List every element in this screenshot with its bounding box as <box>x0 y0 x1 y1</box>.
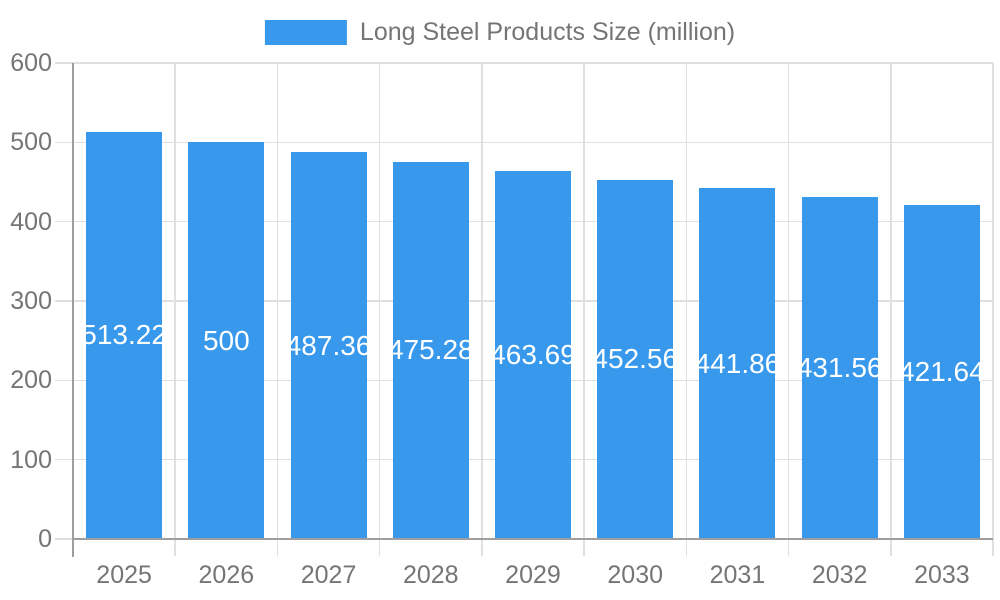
y-axis-label: 500 <box>10 128 52 157</box>
x-axis-label: 2032 <box>811 561 868 589</box>
bar-2025[interactable]: 513.22 <box>81 131 167 539</box>
bar-value-label: 452.56 <box>592 343 679 375</box>
bar-value-label: 463.69 <box>490 339 576 371</box>
x-axis-line <box>73 538 993 540</box>
legend[interactable]: Long Steel Products Size (million) <box>264 18 736 47</box>
gridline-vertical <box>481 63 483 556</box>
bar-2030[interactable]: 452.56 <box>592 179 678 539</box>
bar-2033[interactable]: 421.64 <box>899 204 985 539</box>
gridline-vertical <box>685 63 688 556</box>
bar-2029[interactable]: 463.69 <box>490 171 576 539</box>
bar-value-label: 475.28 <box>387 334 474 366</box>
legend-label: Long Steel Products Size (million) <box>359 18 736 46</box>
bar-2031[interactable]: 441.86 <box>695 188 780 539</box>
plot-area: 0 100 200 300 400 500 600 513.22 2025 500 2026 487.… <box>10 50 994 589</box>
gridline-vertical <box>992 63 994 556</box>
y-axis-tick <box>55 538 73 540</box>
y-axis-label: 100 <box>10 445 52 474</box>
x-axis-label: 2028 <box>402 561 459 589</box>
x-axis-label: 2033 <box>914 561 970 589</box>
y-axis-label: 600 <box>10 49 52 77</box>
gridline-vertical <box>174 63 176 556</box>
bar-2032[interactable]: 431.56 <box>797 196 882 539</box>
gridline-vertical <box>276 63 279 556</box>
bar-value-label: 513.22 <box>81 319 167 351</box>
x-axis-label: 2029 <box>505 561 561 589</box>
gridline-horizontal <box>55 62 993 64</box>
bar-value-label: 421.64 <box>899 355 985 387</box>
x-axis-label: 2031 <box>709 561 766 589</box>
x-axis-label: 2027 <box>300 561 357 589</box>
bar-value-label: 441.86 <box>694 347 781 379</box>
bar-value-label: 500 <box>202 324 250 356</box>
gridline-vertical <box>378 63 381 556</box>
gridline-vertical <box>787 63 790 556</box>
gridline-vertical <box>583 63 585 556</box>
y-axis-label: 400 <box>10 207 52 236</box>
gridline-vertical <box>890 63 892 556</box>
y-axis-label: 0 <box>38 525 52 553</box>
gridline-horizontal <box>55 141 993 144</box>
bar-2026[interactable]: 500 <box>188 142 265 539</box>
x-axis-label: 2025 <box>96 561 152 589</box>
y-axis-label: 300 <box>10 287 52 315</box>
legend-swatch <box>264 20 347 45</box>
x-axis-label: 2026 <box>198 561 255 589</box>
bar-2027[interactable]: 487.36 <box>286 152 371 539</box>
y-axis-label: 200 <box>10 366 52 395</box>
x-axis-label: 2030 <box>607 561 664 589</box>
bar-2028[interactable]: 475.28 <box>388 161 474 539</box>
bar-value-label: 487.36 <box>285 329 372 361</box>
y-axis-line <box>72 63 74 557</box>
bar-value-label: 431.56 <box>796 351 883 383</box>
